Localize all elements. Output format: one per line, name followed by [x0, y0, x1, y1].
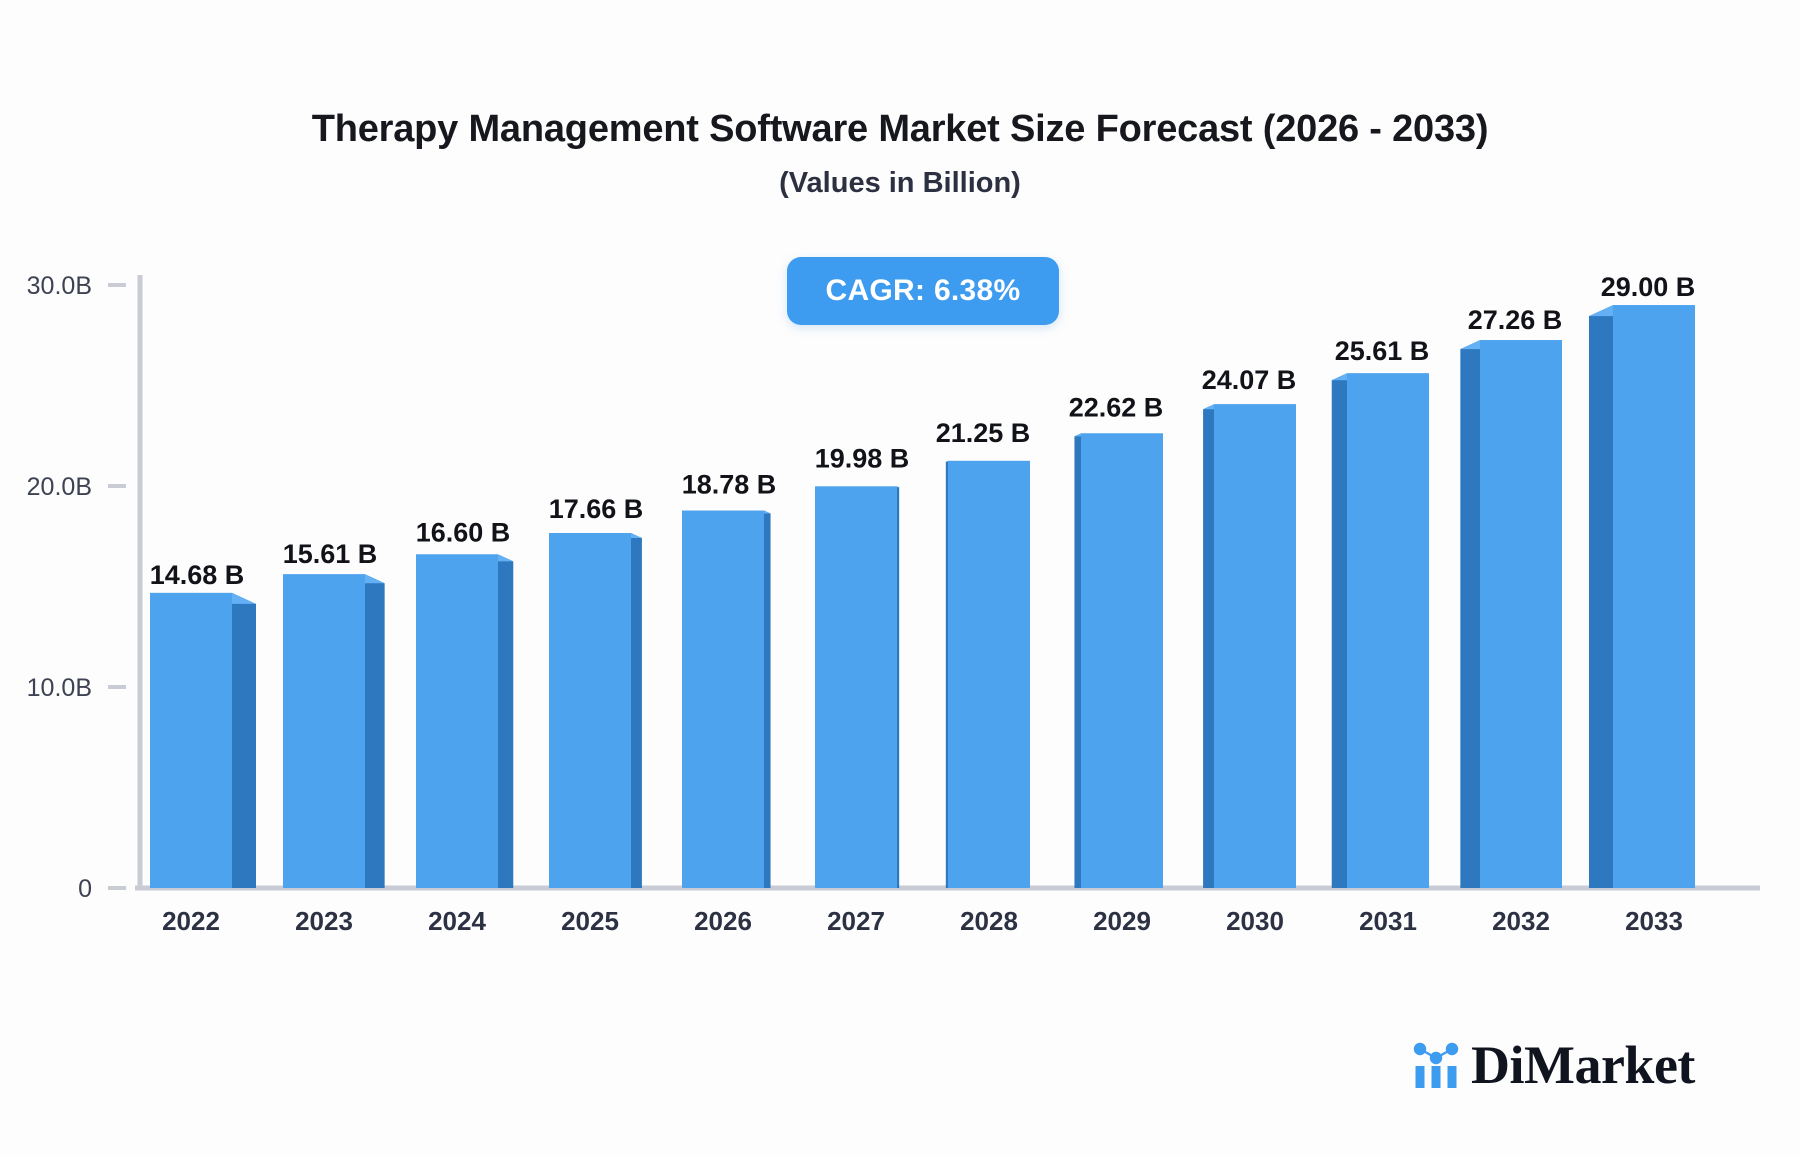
bar-value-label: 18.78 B	[682, 470, 777, 500]
bar-value-label: 19.98 B	[815, 443, 910, 473]
bar-group	[1331, 373, 1429, 888]
bar-value-label: 16.60 B	[416, 517, 511, 547]
x-axis-tick-label: 2022	[162, 906, 220, 936]
x-axis-tick-label: 2031	[1359, 906, 1417, 936]
bar-chart-plot: 0 10.0B 20.0B 30.0B 14.68 B 2022 15.61 B 2023 16…	[27, 272, 1760, 936]
chart-subtitle: (Values in Billion)	[779, 167, 1021, 199]
bar-side-face	[764, 510, 771, 888]
bar-group	[1203, 404, 1296, 888]
bar-front-face	[416, 554, 498, 888]
cagr-badge: CAGR: 6.38%	[787, 257, 1059, 325]
bar-group	[150, 592, 256, 888]
bar-front-face	[1081, 433, 1163, 888]
bar-side-face	[1203, 404, 1214, 888]
bar-side-face	[498, 554, 514, 888]
x-axis-tick-label: 2032	[1492, 906, 1550, 936]
bar-side-face	[1460, 340, 1480, 889]
x-axis-tick-label: 2027	[827, 906, 885, 936]
bar-group	[416, 554, 514, 888]
bar-value-label: 29.00 B	[1601, 272, 1696, 302]
bar-group	[815, 486, 900, 888]
y-axis-tick-label: 10.0B	[27, 674, 92, 702]
bar-group	[1074, 433, 1163, 888]
logo-text: DiMarket	[1471, 1035, 1695, 1095]
y-axis-tick-label: 0	[78, 875, 92, 903]
bar-group	[1589, 305, 1695, 889]
bar-front-face	[948, 460, 1030, 888]
bar-group	[283, 574, 385, 888]
bar-value-label: 24.07 B	[1202, 365, 1297, 395]
bar-front-face	[549, 533, 631, 888]
bar-side-face	[631, 533, 642, 888]
bar-front-face	[1347, 373, 1429, 888]
bar-value-label: 25.61 B	[1335, 336, 1430, 366]
bar-group	[1460, 340, 1562, 889]
bar-value-label: 21.25 B	[936, 418, 1031, 448]
bar-front-face	[1480, 340, 1562, 889]
x-axis-tick-label: 2030	[1226, 906, 1284, 936]
bar-side-face	[1074, 433, 1081, 888]
x-axis-tick-label: 2033	[1625, 906, 1683, 936]
bar-front-face	[1613, 305, 1695, 889]
bar-chart-dots-icon	[1413, 1042, 1459, 1088]
bar-value-label: 27.26 B	[1468, 305, 1563, 335]
bar-value-label: 15.61 B	[283, 539, 378, 569]
bar-side-face	[1331, 373, 1347, 888]
bar-group	[682, 510, 771, 888]
y-axis-tick-label: 30.0B	[27, 272, 92, 300]
bar-side-face	[897, 486, 900, 888]
x-axis-tick-label: 2026	[694, 906, 752, 936]
y-axis-tick-label: 20.0B	[27, 473, 92, 501]
bar-value-label: 14.68 B	[150, 560, 245, 590]
bar-group	[945, 460, 1030, 888]
cagr-badge-label: CAGR: 6.38%	[825, 274, 1021, 307]
bar-side-face	[232, 592, 256, 888]
page-title: Therapy Management Software Market Size …	[311, 108, 1489, 150]
bar-value-label: 17.66 B	[549, 494, 644, 524]
x-axis-tick-label: 2028	[960, 906, 1018, 936]
x-axis-tick-label: 2025	[561, 906, 619, 936]
bar-front-face	[682, 510, 764, 888]
x-axis-tick-label: 2023	[295, 906, 353, 936]
bar-front-face	[815, 486, 897, 888]
x-axis-tick-label: 2024	[428, 906, 486, 936]
bar-side-face	[365, 574, 385, 888]
bar-group	[549, 533, 642, 888]
bar-front-face	[1214, 404, 1296, 888]
brand-logo: DiMarket	[1413, 1038, 1695, 1092]
bar-value-label: 22.62 B	[1069, 392, 1164, 422]
bar-front-face	[283, 574, 365, 888]
bar-side-face	[1589, 305, 1613, 889]
bar-front-face	[150, 592, 232, 888]
bar-side-face	[945, 460, 948, 888]
x-axis-tick-label: 2029	[1093, 906, 1151, 936]
